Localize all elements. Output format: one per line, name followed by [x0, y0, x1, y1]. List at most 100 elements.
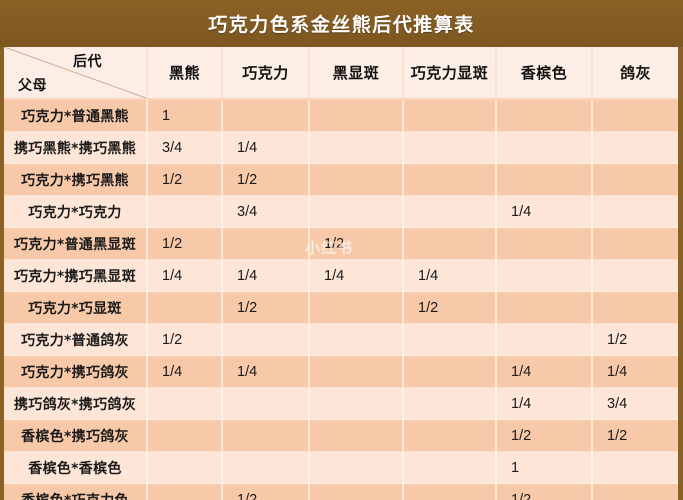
probability-cell: 1/2	[496, 483, 593, 500]
probability-cell: 1/4	[147, 355, 223, 388]
parent-pair-cell: 携巧黑熊*携巧黑熊	[4, 131, 148, 164]
probability-cell	[496, 323, 593, 356]
title-bar: 巧克力色系金丝熊后代推算表	[0, 0, 683, 47]
probability-cell	[403, 163, 497, 196]
probability-cell	[147, 483, 223, 500]
probability-cell: 3/4	[222, 195, 310, 228]
parent-pair-cell: 携巧鸽灰*携巧鸽灰	[4, 387, 148, 420]
probability-cell: 1	[496, 451, 593, 484]
table-row: 携巧鸽灰*携巧鸽灰 1/4 3/4	[4, 387, 678, 420]
column-header-2: 黑显斑	[309, 47, 404, 100]
table-row: 巧克力*巧克力 3/4 1/4	[4, 195, 678, 228]
probability-cell	[496, 163, 593, 196]
probability-cell	[592, 99, 678, 132]
parent-pair-cell: 香槟色*巧克力色	[4, 483, 148, 500]
column-header-1: 巧克力	[222, 47, 310, 100]
probability-cell	[496, 227, 593, 260]
probability-cell	[222, 323, 310, 356]
table-row: 巧克力*巧显斑 1/2 1/2	[4, 291, 678, 324]
probability-cell: 1/2	[222, 163, 310, 196]
probability-cell	[222, 227, 310, 260]
probability-cell	[309, 451, 404, 484]
probability-cell: 1/2	[222, 483, 310, 500]
probability-cell	[309, 483, 404, 500]
probability-cell: 1/4	[496, 387, 593, 420]
corner-offspring-label: 后代	[73, 54, 102, 70]
probability-cell	[496, 131, 593, 164]
probability-cell	[147, 195, 223, 228]
parent-pair-cell: 巧克力*普通鸽灰	[4, 323, 148, 356]
table-row: 巧克力*携巧黑显斑 1/4 1/4 1/4 1/4	[4, 259, 678, 292]
probability-cell: 1/2	[147, 227, 223, 260]
parent-pair-cell: 巧克力*普通黑熊	[4, 99, 148, 132]
parent-pair-cell: 巧克力*携巧黑熊	[4, 163, 148, 196]
column-header-4: 香槟色	[496, 47, 593, 100]
probability-cell	[403, 227, 497, 260]
parent-pair-cell: 巧克力*普通黑显斑	[4, 227, 148, 260]
probability-cell: 1/2	[592, 323, 678, 356]
table-row: 香槟色*香槟色 1	[4, 451, 678, 484]
probability-cell	[403, 387, 497, 420]
probability-cell: 3/4	[592, 387, 678, 420]
probability-cell	[309, 419, 404, 452]
table-row: 香槟色*携巧鸽灰 1/2 1/2	[4, 419, 678, 452]
probability-cell	[222, 451, 310, 484]
probability-cell: 1/4	[222, 355, 310, 388]
probability-cell	[222, 419, 310, 452]
probability-cell	[147, 419, 223, 452]
probability-cell	[147, 387, 223, 420]
parent-pair-cell: 巧克力*携巧鸽灰	[4, 355, 148, 388]
probability-cell: 1/4	[496, 355, 593, 388]
table-row: 巧克力*携巧黑熊 1/2 1/2	[4, 163, 678, 196]
probability-cell: 1/4	[222, 259, 310, 292]
probability-cell: 1/2	[147, 323, 223, 356]
probability-cell	[592, 291, 678, 324]
probability-cell	[147, 291, 223, 324]
probability-cell	[403, 99, 497, 132]
probability-cell: 1/4	[309, 259, 404, 292]
probability-cell: 1	[147, 99, 223, 132]
parent-pair-cell: 香槟色*香槟色	[4, 451, 148, 484]
probability-cell	[592, 259, 678, 292]
probability-cell	[592, 195, 678, 228]
offspring-prediction-table: 后代 父母 黑熊 巧克力 黑显斑 巧克力显斑 香槟色 鸽灰 巧克力*普通黑熊 1 携…	[4, 47, 678, 500]
parent-pair-cell: 巧克力*携巧黑显斑	[4, 259, 148, 292]
probability-cell	[403, 483, 497, 500]
probability-cell: 1/2	[222, 291, 310, 324]
table-row: 巧克力*携巧鸽灰 1/4 1/4 1/4 1/4	[4, 355, 678, 388]
probability-cell	[147, 451, 223, 484]
probability-cell: 1/4	[592, 355, 678, 388]
probability-cell	[309, 323, 404, 356]
probability-cell	[592, 451, 678, 484]
probability-cell: 1/2	[592, 419, 678, 452]
header-row: 后代 父母 黑熊 巧克力 黑显斑 巧克力显斑 香槟色 鸽灰	[4, 47, 678, 100]
parent-pair-cell: 巧克力*巧显斑	[4, 291, 148, 324]
probability-cell	[309, 163, 404, 196]
probability-cell: 3/4	[147, 131, 223, 164]
probability-cell: 1/2	[309, 227, 404, 260]
probability-cell: 1/2	[496, 419, 593, 452]
table-row: 巧克力*普通鸽灰 1/2 1/2	[4, 323, 678, 356]
probability-cell	[222, 387, 310, 420]
probability-cell	[309, 195, 404, 228]
table-head: 后代 父母 黑熊 巧克力 黑显斑 巧克力显斑 香槟色 鸽灰	[4, 47, 678, 100]
probability-cell: 1/4	[403, 259, 497, 292]
table-row: 携巧黑熊*携巧黑熊 3/4 1/4	[4, 131, 678, 164]
probability-cell	[496, 259, 593, 292]
page-title: 巧克力色系金丝熊后代推算表	[208, 14, 475, 36]
probability-cell	[496, 99, 593, 132]
probability-cell	[309, 355, 404, 388]
table-row: 香槟色*巧克力色 1/2 1/2	[4, 483, 678, 500]
corner-header-cell: 后代 父母	[4, 47, 148, 100]
probability-cell: 1/4	[222, 131, 310, 164]
probability-cell	[592, 163, 678, 196]
table-body: 巧克力*普通黑熊 1 携巧黑熊*携巧黑熊 3/4 1/4 巧克力*携巧黑熊 1/2 1/2 巧克…	[4, 99, 678, 500]
probability-cell	[403, 419, 497, 452]
probability-cell	[496, 291, 593, 324]
probability-cell: 1/2	[403, 291, 497, 324]
probability-cell	[403, 355, 497, 388]
probability-cell	[592, 131, 678, 164]
probability-cell: 1/4	[147, 259, 223, 292]
table-row: 巧克力*普通黑显斑 1/2 1/2	[4, 227, 678, 260]
